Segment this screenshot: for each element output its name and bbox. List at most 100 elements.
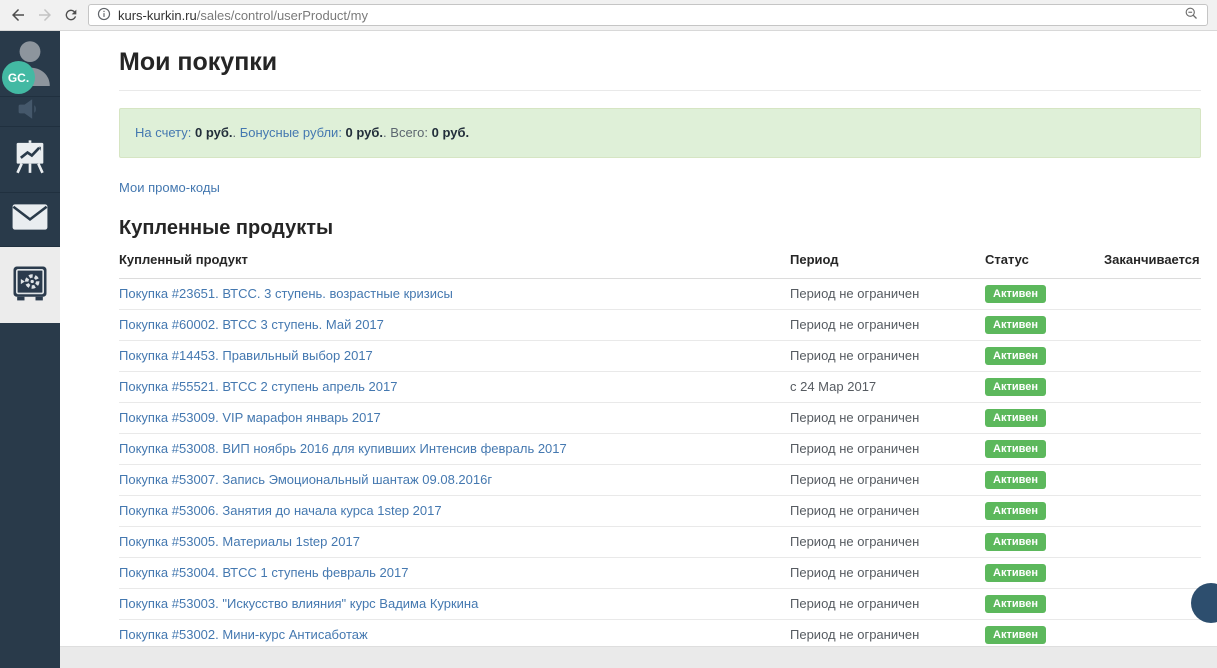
- sidebar-item-statistics[interactable]: [0, 127, 60, 193]
- status-badge: Активен: [985, 470, 1046, 489]
- purchases-table: Купленный продукт Период Статус Заканчив…: [119, 241, 1201, 651]
- page-info-icon[interactable]: [97, 7, 111, 24]
- avatar-initials-badge: GC.: [2, 61, 35, 94]
- purchase-link[interactable]: Покупка #53009. VIP марафон январь 2017: [119, 410, 381, 426]
- header-ends: Заканчивается: [1104, 241, 1201, 279]
- status-badge: Активен: [985, 594, 1046, 613]
- status-badge: Активен: [985, 315, 1046, 334]
- total-value: 0 руб.: [427, 125, 470, 140]
- table-row: Покупка #53002. Мини-курс Антисаботаж Пе…: [119, 619, 1201, 651]
- table-row: Покупка #23651. ВТСС. 3 ступень. возраст…: [119, 278, 1201, 310]
- ends-cell: [1104, 309, 1201, 341]
- period-cell: Период не ограничен: [790, 495, 985, 527]
- period-cell: Период не ограничен: [790, 557, 985, 589]
- presentation-chart-icon: [10, 137, 50, 182]
- sidebar-item-messages[interactable]: [0, 193, 60, 247]
- sidebar-item-profile[interactable]: GC.: [0, 31, 60, 97]
- table-row: Покупка #53003. "Искусство влияния" курс…: [119, 588, 1201, 620]
- status-badge: Активен: [985, 532, 1046, 551]
- chat-widget-button[interactable]: [1191, 583, 1217, 623]
- purchase-link[interactable]: Покупка #55521. ВТСС 2 ступень апрель 20…: [119, 379, 398, 395]
- period-cell: с 24 Мар 2017: [790, 371, 985, 403]
- header-product: Купленный продукт: [119, 241, 790, 279]
- separator: .: [232, 125, 240, 140]
- ends-cell: [1104, 557, 1201, 589]
- ends-cell: [1104, 371, 1201, 403]
- address-bar[interactable]: kurs-kurkin.ru/sales/control/userProduct…: [88, 4, 1208, 26]
- sidebar: GC.: [0, 31, 60, 668]
- ends-cell: [1104, 433, 1201, 465]
- sidebar-item-purchases-active[interactable]: [0, 247, 60, 323]
- ends-cell: [1104, 402, 1201, 434]
- purchase-link[interactable]: Покупка #53004. ВТСС 1 ступень февраль 2…: [119, 565, 409, 581]
- purchase-link[interactable]: Покупка #60002. ВТСС 3 ступень. Май 2017: [119, 317, 384, 333]
- table-row: Покупка #53005. Материалы 1step 2017 Пер…: [119, 526, 1201, 558]
- browser-toolbar: kurs-kurkin.ru/sales/control/userProduct…: [0, 0, 1217, 31]
- megaphone-icon: [17, 98, 43, 125]
- status-badge: Активен: [985, 284, 1046, 303]
- safe-icon: [8, 261, 52, 310]
- status-badge: Активен: [985, 501, 1046, 520]
- promo-codes-link[interactable]: Мои промо-коды: [119, 179, 220, 195]
- table-row: Покупка #53008. ВИП ноябрь 2016 для купи…: [119, 433, 1201, 465]
- balance-banner: На счету: 0 руб.. Бонусные рубли: 0 руб.…: [119, 108, 1201, 158]
- table-header-row: Купленный продукт Период Статус Заканчив…: [119, 241, 1201, 279]
- period-cell: Период не ограничен: [790, 526, 985, 558]
- purchase-link[interactable]: Покупка #23651. ВТСС. 3 ступень. возраст…: [119, 286, 453, 302]
- period-cell: Период не ограничен: [790, 588, 985, 620]
- back-button[interactable]: [9, 6, 27, 24]
- page-title: Мои покупки: [119, 48, 278, 76]
- header-status: Статус: [985, 241, 1104, 279]
- ends-cell: [1104, 619, 1201, 651]
- url-path: /sales/control/userProduct/my: [196, 7, 368, 23]
- account-balance-link[interactable]: На счету:: [135, 125, 192, 140]
- ends-cell: [1104, 588, 1201, 620]
- status-badge: Активен: [985, 408, 1046, 427]
- table-row: Покупка #53009. VIP марафон январь 2017 …: [119, 402, 1201, 434]
- period-cell: Период не ограничен: [790, 464, 985, 496]
- period-cell: Период не ограничен: [790, 340, 985, 372]
- reload-button[interactable]: [63, 7, 79, 23]
- page-bottom-strip: [60, 646, 1217, 668]
- bonus-rubles-link[interactable]: Бонусные рубли:: [239, 125, 342, 140]
- purchase-link[interactable]: Покупка #53006. Занятия до начала курса …: [119, 503, 442, 519]
- ends-cell: [1104, 495, 1201, 527]
- ends-cell: [1104, 464, 1201, 496]
- bonus-rubles-value: 0 руб.: [341, 125, 384, 140]
- period-cell: Период не ограничен: [790, 433, 985, 465]
- forward-button[interactable]: [36, 6, 54, 24]
- table-row: Покупка #53004. ВТСС 1 ступень февраль 2…: [119, 557, 1201, 589]
- status-badge: Активен: [985, 346, 1046, 365]
- status-badge: Активен: [985, 377, 1046, 396]
- purchase-link[interactable]: Покупка #14453. Правильный выбор 2017: [119, 348, 373, 364]
- ends-cell: [1104, 526, 1201, 558]
- title-divider: [119, 90, 1201, 91]
- purchase-link[interactable]: Покупка #53005. Материалы 1step 2017: [119, 534, 360, 550]
- products-heading: Купленные продукты: [119, 216, 334, 239]
- table-row: Покупка #14453. Правильный выбор 2017 Пе…: [119, 340, 1201, 372]
- mail-icon: [11, 202, 49, 237]
- purchase-link[interactable]: Покупка #53003. "Искусство влияния" курс…: [119, 596, 479, 612]
- purchase-link[interactable]: Покупка #53007. Запись Эмоциональный шан…: [119, 472, 493, 488]
- status-badge: Активен: [985, 439, 1046, 458]
- period-cell: Период не ограничен: [790, 309, 985, 341]
- main-content: Мои покупки На счету: 0 руб.. Бонусные р…: [60, 31, 1217, 668]
- table-row: Покупка #53007. Запись Эмоциональный шан…: [119, 464, 1201, 496]
- period-cell: Период не ограничен: [790, 402, 985, 434]
- ends-cell: [1104, 278, 1201, 310]
- table-row: Покупка #60002. ВТСС 3 ступень. Май 2017…: [119, 309, 1201, 341]
- separator: .: [383, 125, 391, 140]
- purchase-link[interactable]: Покупка #53008. ВИП ноябрь 2016 для купи…: [119, 441, 567, 457]
- url-domain: kurs-kurkin.ru: [118, 7, 197, 23]
- purchase-link[interactable]: Покупка #53002. Мини-курс Антисаботаж: [119, 627, 368, 643]
- zoom-icon[interactable]: [1184, 6, 1199, 24]
- account-balance-value: 0 руб.: [191, 125, 233, 140]
- sidebar-item-announcements[interactable]: [0, 97, 60, 127]
- header-period: Период: [790, 241, 985, 279]
- table-row: Покупка #55521. ВТСС 2 ступень апрель 20…: [119, 371, 1201, 403]
- status-badge: Активен: [985, 563, 1046, 582]
- url-text: kurs-kurkin.ru/sales/control/userProduct…: [118, 8, 368, 23]
- period-cell: Период не ограничен: [790, 278, 985, 310]
- status-badge: Активен: [985, 625, 1046, 644]
- total-label: Всего:: [390, 125, 428, 140]
